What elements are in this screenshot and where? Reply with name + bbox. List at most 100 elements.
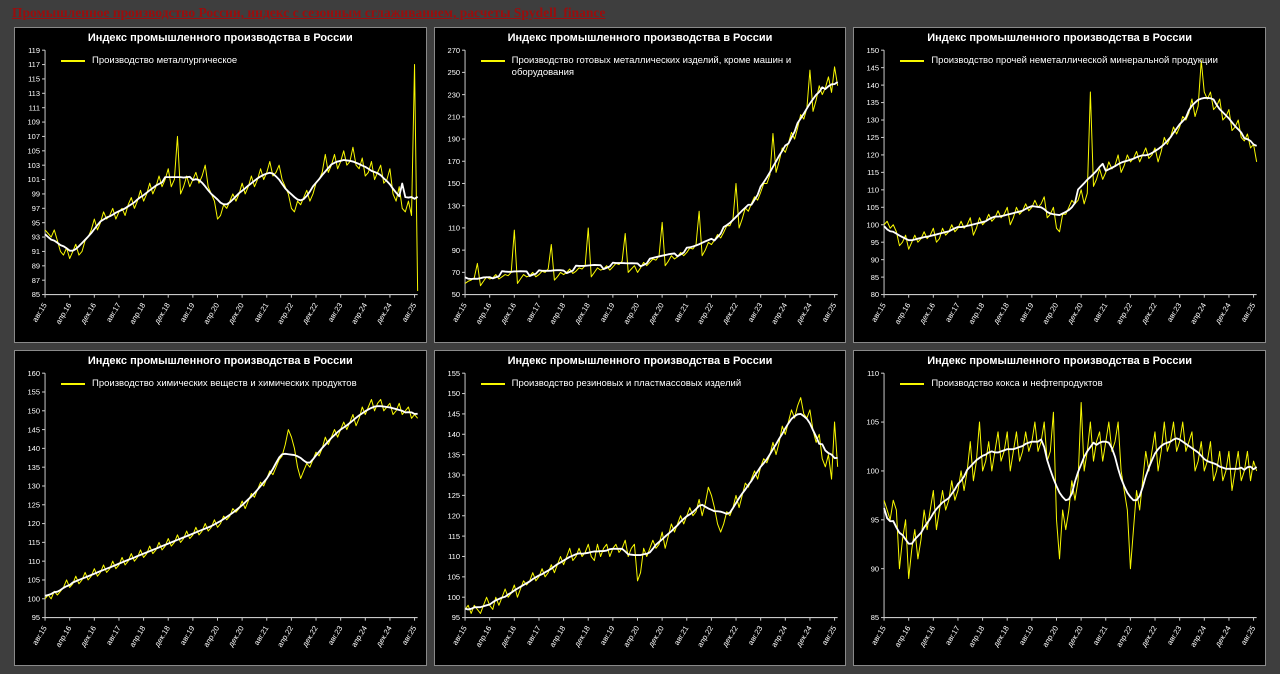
x-tick-label: авг.17 — [944, 624, 962, 647]
y-tick-label: 97 — [32, 204, 40, 213]
y-tick-label: 100 — [28, 594, 41, 603]
y-tick-label: 140 — [28, 444, 41, 453]
y-tick-label: 250 — [447, 68, 460, 77]
x-tick-label: авг.15 — [450, 624, 468, 647]
x-tick-label: дек.18 — [572, 624, 591, 648]
x-tick-label: авг.25 — [820, 301, 838, 324]
y-tick-label: 125 — [447, 491, 460, 500]
y-tick-label: 119 — [28, 46, 40, 55]
x-tick-label: авг.21 — [1091, 624, 1109, 647]
chart-panel: Индекс промышленного производства в Росс… — [433, 27, 847, 343]
x-tick-label: апр.22 — [1115, 624, 1135, 649]
y-tick-label: 150 — [447, 179, 460, 188]
y-tick-label: 100 — [867, 220, 880, 229]
x-tick-label: апр.16 — [893, 301, 913, 326]
y-tick-label: 90 — [871, 564, 879, 573]
x-tick-label: авг.23 — [1165, 624, 1183, 647]
axis-lines — [44, 50, 418, 296]
chart-canvas: 95 100 105 110 115 120 125 130 135 140 145 150 155 16… — [28, 369, 419, 649]
trend-series-line — [464, 81, 838, 280]
y-tick-label: 85 — [871, 613, 879, 622]
x-tick-label: апр.18 — [547, 301, 567, 326]
x-tick-label: авг.21 — [252, 301, 270, 324]
x-tick-label: авг.15 — [30, 624, 48, 647]
y-tick-label: 130 — [28, 482, 41, 491]
chart-title: Индекс промышленного производства в Росс… — [87, 32, 353, 44]
y-tick-label: 91 — [32, 247, 40, 256]
y-tick-label: 110 — [448, 223, 460, 232]
trend-series-line — [44, 405, 418, 597]
x-tick-label: апр.22 — [1115, 301, 1135, 326]
x-tick-label: авг.17 — [524, 301, 542, 324]
chart-canvas: 85 87 89 91 93 95 97 99 101 103 105 107 109 111 113 115… — [28, 46, 419, 326]
y-tick-label: 150 — [447, 389, 460, 398]
x-tick-label: дек.24 — [1214, 623, 1234, 648]
x-tick-label: авг.21 — [672, 301, 690, 324]
y-tick-label: 95 — [871, 238, 879, 247]
y-tick-label: 135 — [867, 98, 880, 107]
y-tick-label: 150 — [867, 46, 880, 55]
x-tick-label: авг.15 — [30, 301, 48, 324]
x-tick-label: дек.18 — [153, 624, 172, 648]
trend-series-line — [44, 159, 419, 252]
x-tick-label: апр.16 — [473, 301, 493, 326]
y-tick-label: 93 — [32, 233, 40, 242]
x-tick-label: апр.18 — [128, 301, 148, 326]
x-tick-label: апр.18 — [547, 624, 567, 649]
x-tick-label: дек.22 — [1140, 624, 1159, 648]
x-tick-label: авг.23 — [1165, 301, 1183, 324]
x-tick-label: дек.24 — [794, 623, 814, 648]
y-tick-label: 105 — [28, 146, 41, 155]
chart-panel: Индекс промышленного производства в Росс… — [853, 350, 1266, 666]
x-tick-label: апр.20 — [621, 624, 641, 649]
x-tick-label: авг.25 — [820, 624, 838, 647]
x-tick-label: апр.18 — [967, 624, 987, 649]
x-tick-label: апр.20 — [621, 301, 641, 326]
chart-panel: Индекс промышленного производства в Росс… — [433, 350, 847, 666]
y-tick-label: 105 — [867, 203, 880, 212]
y-tick-label: 90 — [451, 246, 459, 255]
y-tick-label: 85 — [32, 290, 40, 299]
y-tick-label: 100 — [447, 593, 460, 602]
x-tick-label: авг.15 — [870, 301, 888, 324]
y-tick-label: 170 — [447, 157, 460, 166]
x-tick-label: дек.20 — [646, 301, 665, 325]
x-tick-label: дек.16 — [498, 301, 517, 325]
x-tick-label: дек.22 — [720, 624, 739, 648]
chart-panel: Индекс промышленного производства в Росс… — [853, 27, 1266, 343]
y-tick-label: 230 — [447, 90, 460, 99]
y-tick-label: 135 — [28, 463, 41, 472]
y-tick-label: 100 — [867, 467, 880, 476]
x-tick-label: дек.22 — [300, 624, 319, 648]
y-tick-label: 103 — [28, 161, 41, 170]
y-tick-label: 115 — [448, 532, 460, 541]
x-tick-label: дек.24 — [794, 300, 814, 325]
trend-series-line — [883, 437, 1258, 545]
x-tick-label: дек.22 — [300, 301, 319, 325]
y-tick-label: 135 — [447, 450, 460, 459]
x-tick-label: авг.23 — [746, 301, 764, 324]
x-tick-label: дек.18 — [992, 624, 1011, 648]
x-tick-label: апр.16 — [54, 624, 74, 649]
x-tick-label: апр.24 — [769, 300, 789, 325]
y-tick-label: 110 — [448, 552, 460, 561]
y-tick-label: 107 — [28, 132, 41, 141]
y-tick-label: 95 — [32, 613, 40, 622]
y-tick-label: 155 — [447, 369, 460, 378]
raw-series-line — [883, 401, 1258, 580]
x-tick-label: апр.16 — [473, 624, 493, 649]
x-tick-label: апр.22 — [275, 624, 295, 649]
x-tick-label: авг.25 — [1239, 301, 1257, 324]
x-tick-label: дек.18 — [992, 301, 1011, 325]
y-tick-label: 80 — [871, 290, 879, 299]
chart-title: Индекс промышленного производства в Росс… — [927, 355, 1193, 367]
x-tick-label: апр.18 — [967, 301, 987, 326]
y-tick-label: 111 — [29, 103, 40, 112]
x-tick-label: дек.16 — [498, 624, 517, 648]
raw-series-line — [44, 64, 419, 291]
chart-canvas: 80 85 90 95 100 105 110 115 120 125 130 135 140 145 15… — [867, 46, 1258, 326]
x-tick-label: авг.19 — [178, 624, 196, 647]
y-tick-label: 145 — [28, 425, 41, 434]
x-tick-label: авг.21 — [1091, 301, 1109, 324]
y-tick-label: 99 — [32, 190, 40, 199]
